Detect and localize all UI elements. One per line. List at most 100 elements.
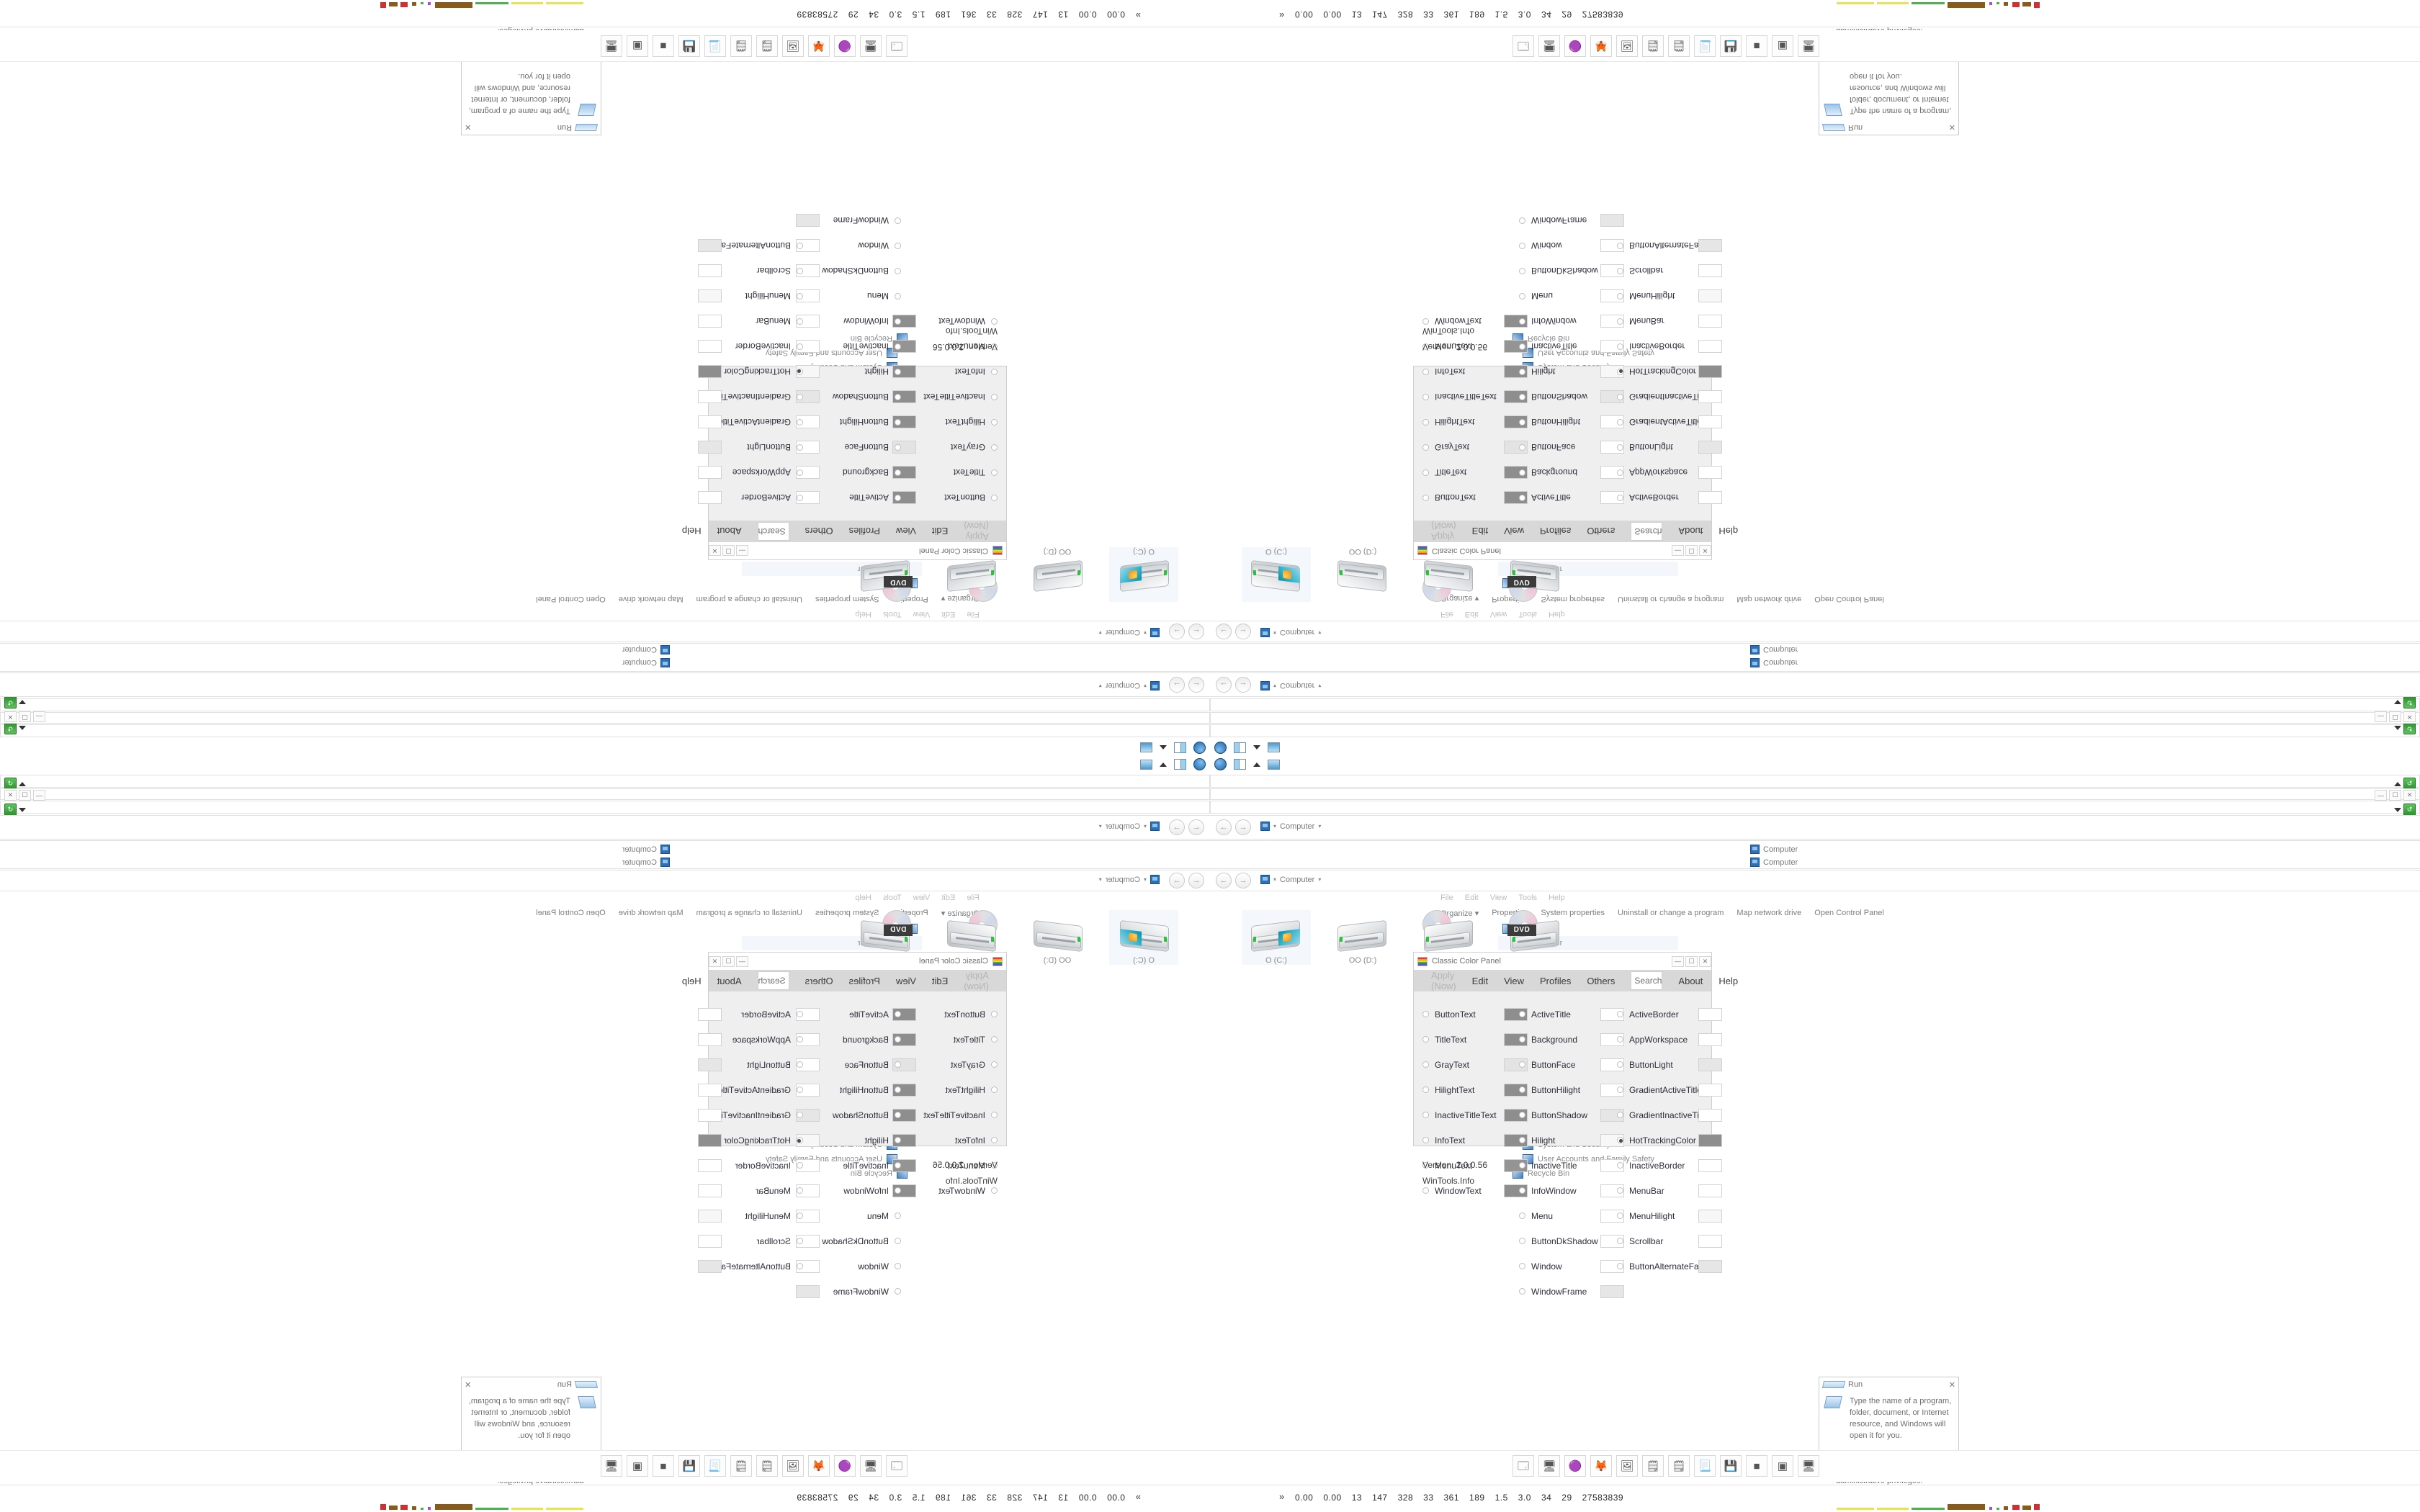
color-swatch[interactable] [698, 491, 722, 505]
breadcrumb-caret-4[interactable]: ▾ [1318, 629, 1322, 636]
ccp-menu-profiles[interactable]: Profiles [1540, 526, 1572, 537]
floppy-save-taskbar-icon[interactable]: 💾 [678, 1455, 700, 1477]
color-radio[interactable] [1519, 1263, 1525, 1269]
color-setting-row[interactable]: InactiveTitleText [1422, 384, 1528, 410]
close-icon[interactable]: ✕ [1948, 1380, 1955, 1390]
chevron-down-icon[interactable] [19, 700, 26, 705]
color-setting-row[interactable]: ButtonShadow [1519, 1102, 1624, 1128]
color-setting-row[interactable]: MenuBar [1617, 309, 1722, 334]
color-setting-row[interactable]: GradientInactiveTitle [1617, 1102, 1722, 1128]
color-radio[interactable] [1422, 394, 1429, 400]
color-radio[interactable] [1617, 1263, 1623, 1269]
color-swatch[interactable] [698, 315, 722, 328]
breadcrumb-caret[interactable]: ▾ [1273, 823, 1277, 829]
ccp-website[interactable]: WinTools.Info [1422, 326, 1475, 336]
color-setting-row[interactable]: Hilight [796, 1128, 901, 1153]
close-button[interactable]: ✕ [1699, 955, 1711, 967]
refresh-icon[interactable]: ↺ [4, 722, 17, 734]
color-radio[interactable] [1519, 1061, 1525, 1068]
color-radio[interactable] [895, 469, 901, 476]
color-radio[interactable] [797, 1112, 803, 1118]
color-radio[interactable] [991, 369, 998, 375]
command-organize[interactable]: Organize ▾ [1440, 909, 1479, 918]
color-radio[interactable] [1422, 1112, 1429, 1118]
drive-item[interactable]: O (C:) [1242, 547, 1311, 602]
color-setting-row[interactable]: Menu [1519, 1203, 1624, 1228]
color-radio[interactable] [1617, 469, 1623, 476]
color-setting-row[interactable]: HilightText [892, 1077, 998, 1102]
color-radio[interactable] [1617, 1112, 1623, 1118]
color-setting-row[interactable]: MenuHilight [1617, 1203, 1722, 1228]
ccp-menu-view[interactable]: View [895, 526, 916, 537]
menu-tools[interactable]: Tools [1518, 894, 1538, 902]
browser-taskbar-icon[interactable]: 🟣 [1564, 1455, 1586, 1477]
color-radio[interactable] [991, 1086, 998, 1093]
ccp-menu-profiles[interactable]: Profiles [848, 975, 880, 986]
preview-pane-icon[interactable] [1174, 742, 1186, 753]
breadcrumb-caret-2[interactable]: ▾ [1098, 683, 1102, 689]
floppy-save-taskbar-icon[interactable]: 💾 [678, 35, 700, 57]
color-radio[interactable] [1422, 419, 1429, 426]
color-setting-row[interactable]: InactiveTitleText [1422, 1102, 1528, 1128]
color-setting-row[interactable]: TitleText [1422, 1027, 1528, 1052]
color-setting-row[interactable]: ButtonLight [698, 435, 803, 460]
color-radio[interactable] [1422, 495, 1429, 501]
chevron-expand-icon[interactable]: » [1135, 1491, 1141, 1502]
color-setting-row[interactable]: GrayText [1422, 435, 1528, 460]
color-setting-row[interactable]: ButtonText [1422, 485, 1528, 510]
color-setting-row[interactable]: Hilight [1519, 359, 1624, 384]
document-taskbar-icon[interactable]: 📃 [704, 35, 726, 57]
screenshot-taskbar-icon[interactable]: 🖼 [1616, 35, 1638, 57]
breadcrumb-2[interactable]: Computer [1105, 628, 1140, 637]
classic-color-panel-taskbar-icon[interactable]: ■ [1746, 35, 1767, 57]
color-radio[interactable] [1422, 469, 1429, 476]
apply-now-button[interactable]: Apply (Now) [1431, 970, 1456, 991]
color-radio[interactable] [991, 1011, 998, 1017]
terminal-taskbar-icon[interactable]: ▣ [627, 35, 648, 57]
ccp-menu-others[interactable]: Others [1587, 975, 1615, 986]
color-radio[interactable] [1617, 243, 1623, 249]
computer-taskbar-icon[interactable]: 🖥 [860, 1455, 882, 1477]
color-radio[interactable] [1617, 268, 1623, 274]
color-radio[interactable] [1617, 444, 1623, 451]
color-swatch[interactable] [1698, 1108, 1722, 1122]
color-radio[interactable] [1617, 1212, 1623, 1219]
color-setting-row[interactable]: Background [796, 1027, 901, 1052]
color-radio[interactable] [1519, 268, 1525, 274]
ie-icon[interactable] [1214, 742, 1227, 754]
color-setting-row[interactable]: ButtonHilight [796, 410, 901, 435]
color-radio[interactable] [1617, 293, 1623, 300]
computer-taskbar-icon[interactable]: 🖥 [1538, 35, 1560, 57]
color-radio[interactable] [1617, 369, 1623, 375]
color-swatch[interactable] [1698, 466, 1722, 480]
command-map-network-drive[interactable]: Map network drive [1736, 595, 1802, 603]
color-radio[interactable] [1422, 1011, 1429, 1017]
ie-icon[interactable] [1193, 742, 1206, 754]
color-radio[interactable] [797, 1162, 803, 1169]
color-radio[interactable] [895, 243, 901, 249]
ccp-menu-edit[interactable]: Edit [931, 526, 949, 537]
notepad-taskbar-icon[interactable]: 🗒 [756, 1455, 778, 1477]
minimize-button[interactable]: — [33, 711, 45, 722]
about-button[interactable]: About [1678, 526, 1703, 537]
color-swatch[interactable] [1698, 1032, 1722, 1046]
color-setting-row[interactable]: Hilight [1519, 1128, 1624, 1153]
breadcrumb[interactable]: Computer [1280, 681, 1315, 690]
color-radio[interactable] [1519, 469, 1525, 476]
computer-taskbar-icon[interactable]: 🖥 [1538, 1455, 1560, 1477]
refresh-icon[interactable]: ↺ [4, 804, 17, 816]
breadcrumb-caret-4[interactable]: ▾ [1098, 876, 1102, 883]
ccp-menu-others[interactable]: Others [1587, 526, 1615, 537]
ccp-website[interactable]: WinTools.Info [1422, 1176, 1475, 1186]
picture-icon[interactable] [1268, 742, 1280, 753]
color-radio[interactable] [797, 1263, 803, 1269]
color-swatch[interactable] [1698, 1259, 1722, 1273]
search-input[interactable]: Search [1631, 522, 1663, 541]
color-setting-row[interactable]: HotTrackingColor [698, 1128, 803, 1153]
command-system-properties[interactable]: System properties [1541, 909, 1605, 917]
chevron-up-icon[interactable] [1160, 745, 1167, 750]
color-setting-row[interactable]: TitleText [1422, 460, 1528, 485]
color-setting-row[interactable]: ButtonFace [796, 1052, 901, 1077]
color-swatch[interactable] [1698, 1234, 1722, 1248]
forward-button[interactable]: → [1169, 819, 1185, 835]
